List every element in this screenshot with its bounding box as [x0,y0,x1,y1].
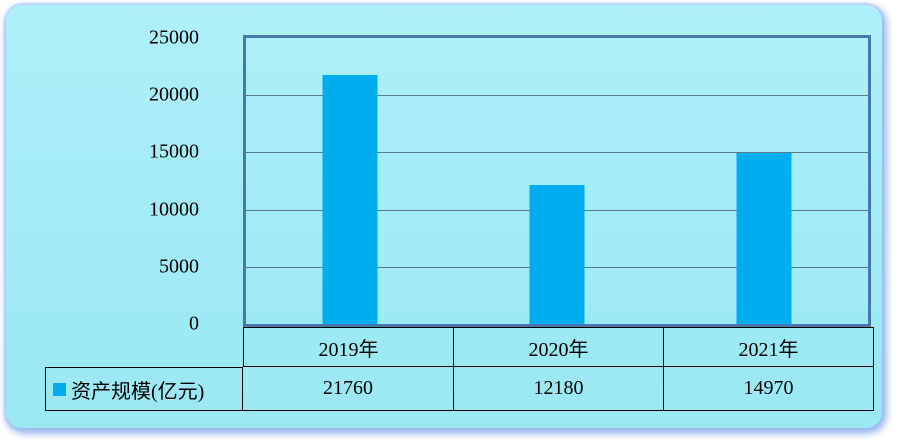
y-axis-tick-label: 20000 [149,83,199,106]
table-corner-spacer [45,327,243,367]
legend-cell: 资产规模(亿元) [45,367,243,411]
legend-label: 资产规模(亿元) [71,380,205,403]
y-axis-tick-label: 0 [189,312,199,335]
gridline [246,152,868,154]
y-axis-tick-label: 5000 [159,255,199,278]
y-axis-tick-label: 15000 [149,140,199,163]
value-cell: 14970 [664,367,874,411]
y-axis-tick-label: 25000 [149,26,199,49]
bar-2020年 [529,184,585,324]
category-cell: 2020年 [454,327,664,367]
bar-2019年 [322,75,378,324]
data-table: 2019年 2020年 2021年 资产规模(亿元) 21760 12180 1… [45,327,874,411]
gridline [246,95,868,97]
value-cell: 21760 [243,367,454,411]
y-axis-tick-label: 10000 [149,198,199,221]
bar-2021年 [736,152,792,324]
plot-area [243,35,871,327]
category-cell: 2021年 [664,327,874,367]
chart-area-frame: 2019年 2020年 2021年 资产规模(亿元) 21760 12180 1… [6,5,882,428]
value-cell: 12180 [454,367,664,411]
legend-key-icon [53,382,66,396]
category-cell: 2019年 [243,327,454,367]
